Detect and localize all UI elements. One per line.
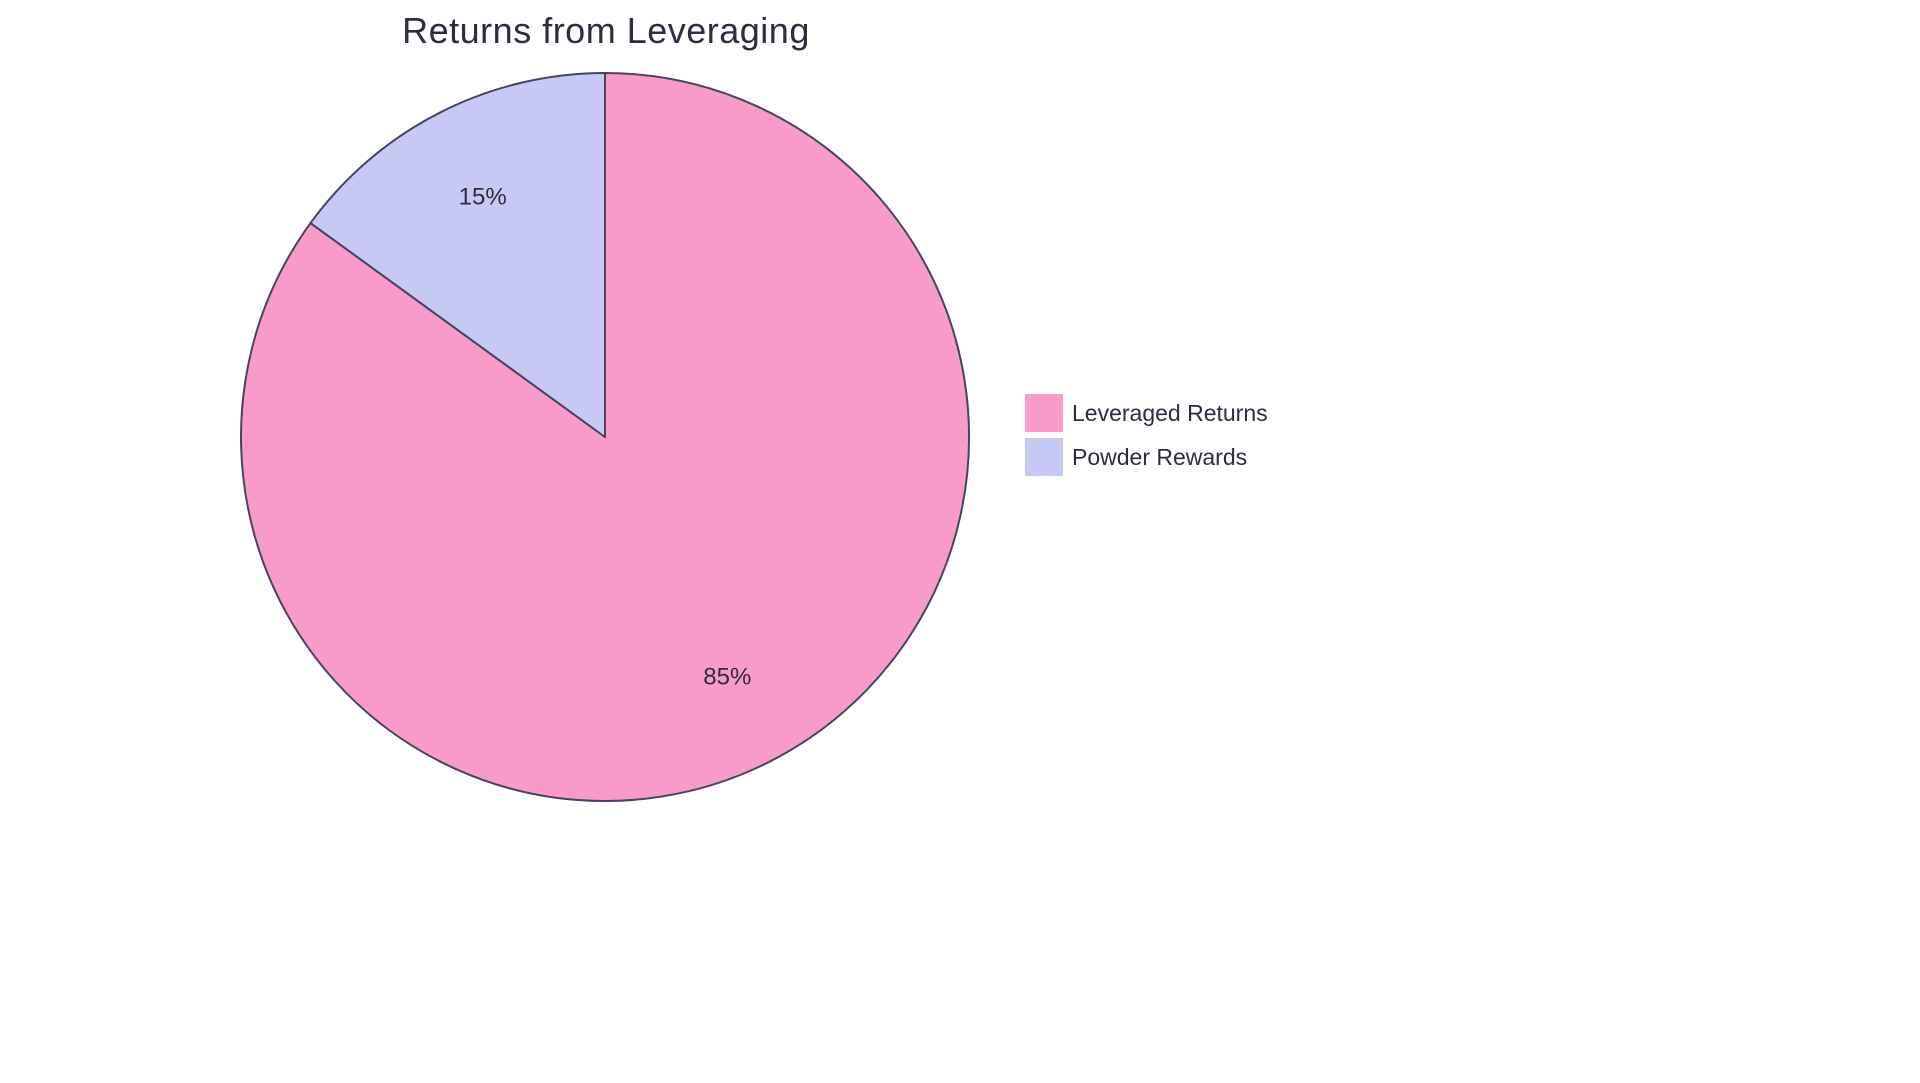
legend-label-leveraged-returns: Leveraged Returns bbox=[1072, 399, 1268, 426]
legend: Leveraged Returns Powder Rewards bbox=[1025, 394, 1268, 476]
pie-slice-powder-rewards[interactable] bbox=[309, 72, 606, 438]
legend-label-powder-rewards: Powder Rewards bbox=[1072, 443, 1248, 470]
slice-value-label-leveraged-returns: 85% bbox=[703, 664, 751, 691]
legend-item-powder-rewards[interactable]: Powder Rewards bbox=[1025, 438, 1268, 476]
slice-value-label-powder-rewards: 15% bbox=[459, 184, 507, 211]
legend-swatch-powder-rewards bbox=[1025, 438, 1063, 476]
legend-swatch-leveraged-returns bbox=[1025, 394, 1063, 432]
legend-item-leveraged-returns[interactable]: Leveraged Returns bbox=[1025, 394, 1268, 432]
chart-title: Returns from Leveraging bbox=[402, 10, 810, 51]
